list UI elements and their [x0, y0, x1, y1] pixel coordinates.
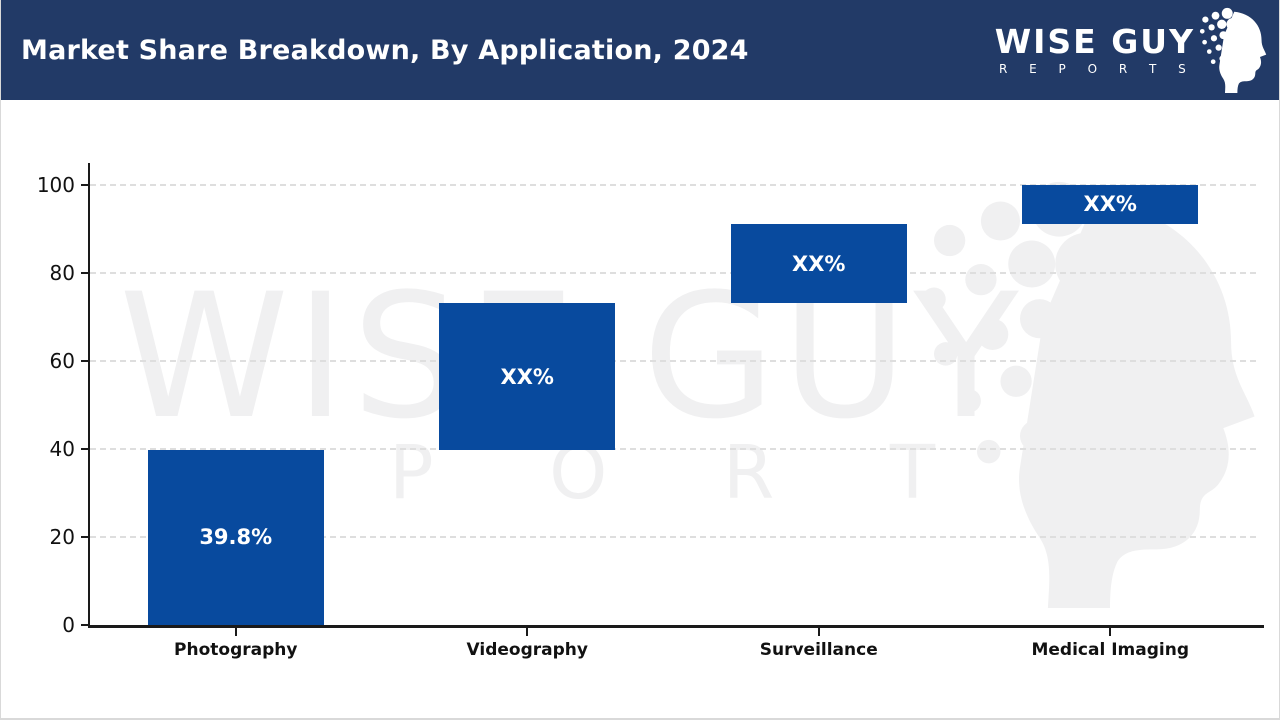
gridline-60 — [90, 360, 1256, 362]
wiseguy-logo: WISE GUY R E P O R T S — [995, 0, 1267, 100]
bar-value-label-photography: 39.8% — [199, 525, 273, 550]
ytick-label-0: 0 — [62, 613, 75, 637]
bar-value-label-surveillance: XX% — [792, 251, 846, 276]
ytick-label-60: 60 — [49, 349, 75, 373]
bar-videography: XX% — [439, 303, 616, 450]
ytick-label-100: 100 — [36, 173, 75, 197]
gridline-100 — [90, 184, 1256, 186]
ytick-mark-20 — [81, 536, 90, 538]
xtick-label-surveillance: Surveillance — [759, 640, 878, 660]
xtick-mark-videography — [526, 628, 529, 636]
xtick-mark-medical-imaging — [1109, 628, 1112, 636]
bar-value-label-medical-imaging: XX% — [1083, 192, 1137, 217]
xtick-mark-photography — [234, 628, 237, 636]
ytick-label-40: 40 — [49, 437, 75, 461]
ytick-mark-60 — [81, 360, 90, 362]
xtick-label-videography: Videography — [466, 640, 588, 660]
ytick-mark-80 — [81, 272, 90, 274]
xtick-label-medical-imaging: Medical Imaging — [1031, 640, 1189, 660]
xtick-mark-surveillance — [817, 628, 820, 636]
logo-wordmark: WISE GUY — [994, 21, 1195, 61]
bar-surveillance: XX% — [730, 223, 907, 304]
ytick-label-80: 80 — [49, 261, 75, 285]
ytick-mark-0 — [81, 624, 90, 626]
ytick-label-20: 20 — [49, 525, 75, 549]
bar-value-label-videography: XX% — [500, 364, 554, 389]
header: Market Share Breakdown, By Application, … — [1, 0, 1279, 100]
wiseguy-logo-text: WISE GUY R E P O R T S — [995, 25, 1195, 76]
footer-divider — [1, 718, 1279, 720]
gridline-20 — [90, 536, 1256, 538]
xtick-label-photography: Photography — [174, 640, 298, 660]
ytick-mark-40 — [81, 448, 90, 450]
gridline-80 — [90, 272, 1256, 274]
page-title: Market Share Breakdown, By Application, … — [21, 34, 749, 66]
y-axis-line — [88, 163, 90, 627]
x-axis-line — [88, 625, 1264, 628]
logo-subtitle: R E P O R T S — [998, 61, 1195, 76]
gridline-40 — [90, 448, 1256, 450]
ytick-mark-100 — [81, 184, 90, 186]
bar-photography: 39.8% — [147, 449, 324, 625]
bar-medical-imaging: XX% — [1022, 185, 1199, 224]
